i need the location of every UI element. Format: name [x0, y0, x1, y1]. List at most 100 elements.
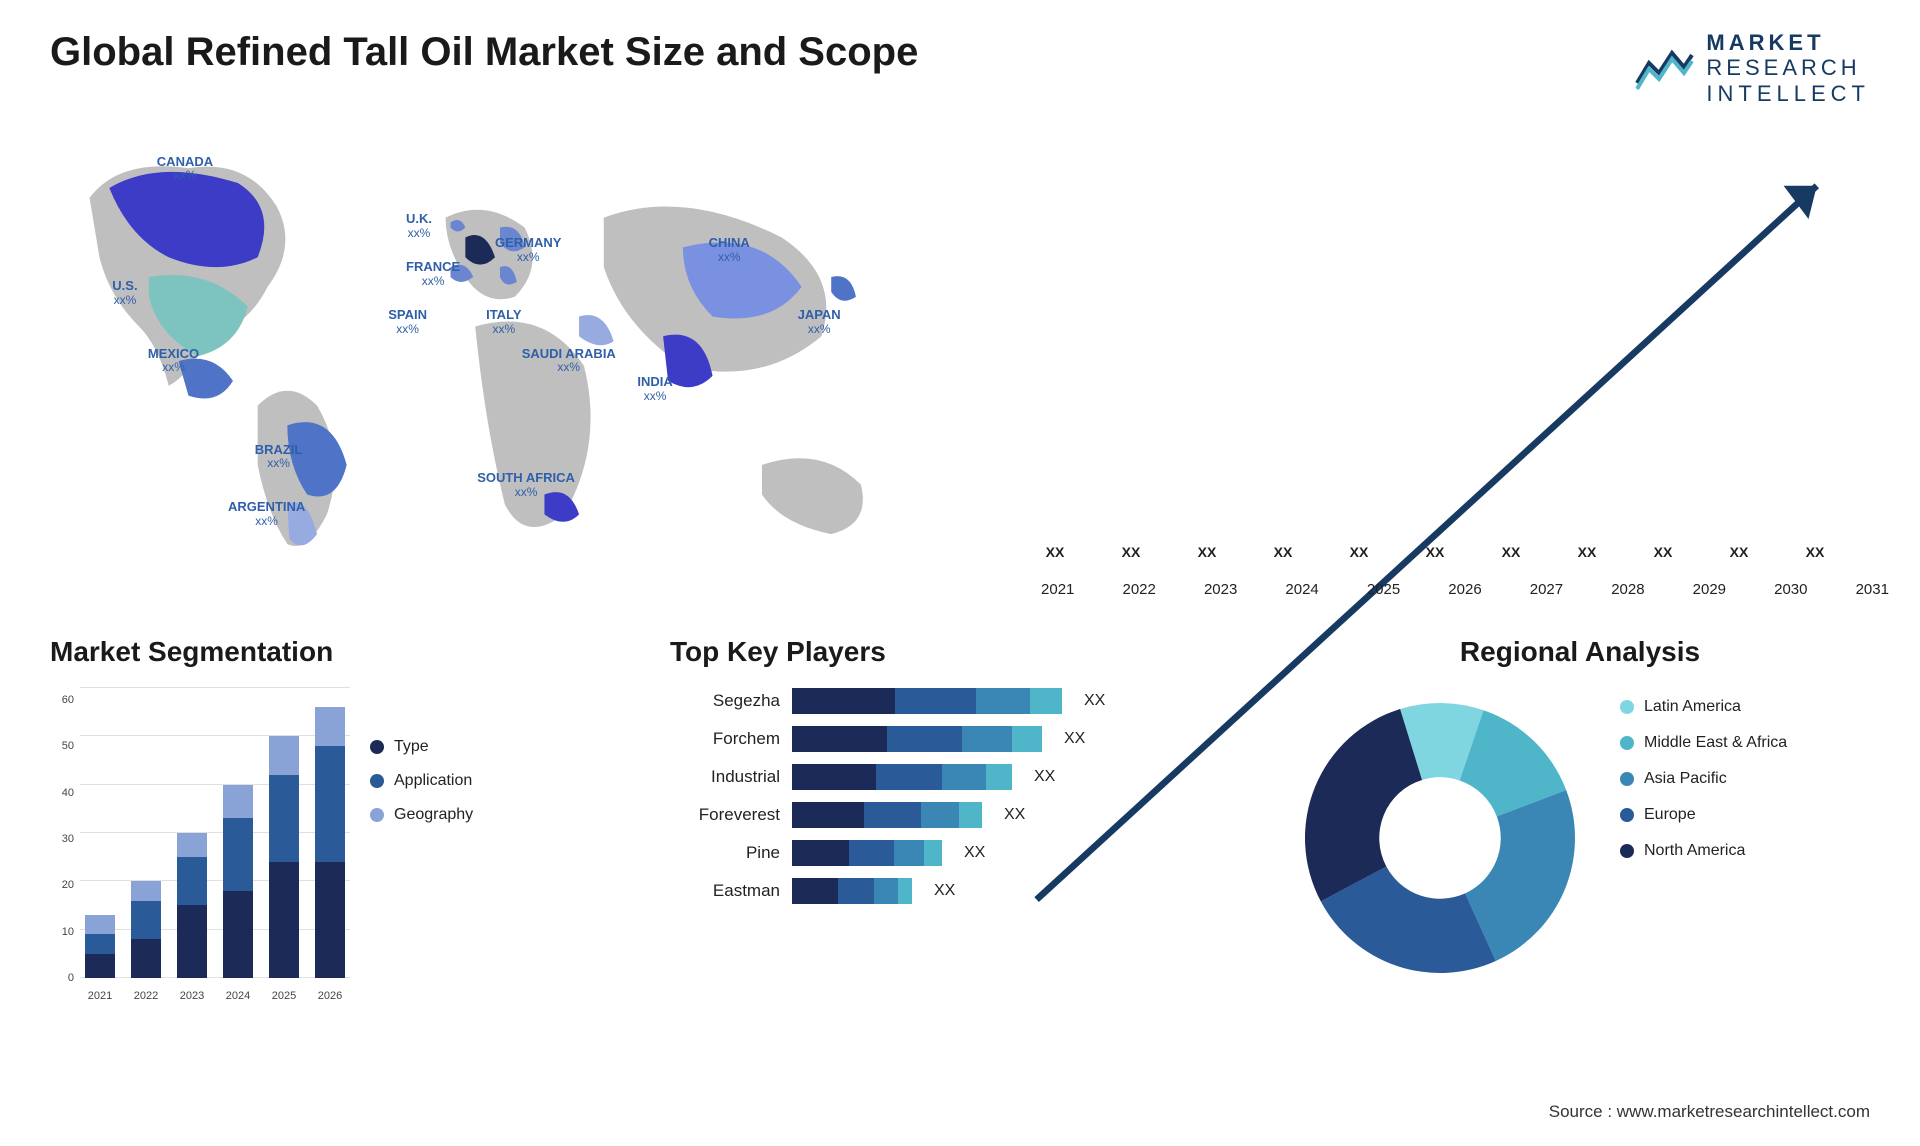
growth-year-label: 2023 — [1183, 581, 1258, 598]
map-label: SAUDI ARABIAxx% — [522, 347, 616, 374]
brand-line1: MARKET — [1706, 30, 1870, 55]
key-player-row: Forchem XX — [670, 726, 1250, 752]
map-label: GERMANYxx% — [495, 236, 561, 263]
map-label: CHINAxx% — [709, 236, 750, 263]
growth-bar: XX — [1400, 544, 1470, 566]
segmentation-bar — [218, 785, 258, 978]
map-label: U.S.xx% — [112, 279, 137, 306]
segmentation-bar — [264, 736, 304, 978]
key-players-panel: Top Key Players SegezhaXXForchemXXIndust… — [670, 636, 1250, 1056]
legend-item: Type — [370, 738, 473, 756]
growth-bar-label: XX — [1426, 544, 1445, 560]
growth-bar: XX — [1248, 544, 1318, 566]
growth-bar-label: XX — [1046, 544, 1065, 560]
growth-bar-label: XX — [1122, 544, 1141, 560]
legend-item: Europe — [1620, 806, 1787, 824]
key-player-row: Pine XX — [670, 840, 1250, 866]
legend-item: Geography — [370, 806, 473, 824]
donut-slice — [1305, 709, 1422, 901]
growth-bar-label: XX — [1578, 544, 1597, 560]
key-player-name: Industrial — [670, 767, 780, 787]
growth-year-label: 2028 — [1590, 581, 1665, 598]
map-label: JAPANxx% — [798, 308, 841, 335]
growth-year-label: 2022 — [1101, 581, 1176, 598]
map-label: ARGENTINAxx% — [228, 500, 305, 527]
growth-bar: XX — [1780, 544, 1850, 566]
key-player-name: Forchem — [670, 729, 780, 749]
legend-item: North America — [1620, 842, 1787, 860]
source-attribution: Source : www.marketresearchintellect.com — [1549, 1102, 1870, 1122]
segmentation-bar — [126, 881, 166, 978]
key-player-name: Eastman — [670, 881, 780, 901]
map-label: U.K.xx% — [406, 212, 432, 239]
legend-item: Application — [370, 772, 473, 790]
growth-bar-label: XX — [1806, 544, 1825, 560]
segmentation-legend: Type Application Geography — [370, 688, 473, 1056]
growth-year-label: 2029 — [1672, 581, 1747, 598]
segmentation-chart: 6050403020100 202120222023202420252026 — [50, 688, 350, 1008]
regional-donut-chart — [1290, 688, 1590, 988]
legend-item: Middle East & Africa — [1620, 734, 1787, 752]
key-players-title: Top Key Players — [670, 636, 1250, 668]
growth-year-label: 2031 — [1835, 581, 1910, 598]
growth-bar: XX — [1628, 544, 1698, 566]
map-label: CANADAxx% — [157, 155, 213, 182]
regional-title: Regional Analysis — [1290, 636, 1870, 668]
growth-bar: XX — [1324, 544, 1394, 566]
segmentation-panel: Market Segmentation 6050403020100 202120… — [50, 636, 630, 1056]
regional-legend: Latin America Middle East & Africa Asia Pa… — [1620, 688, 1787, 860]
growth-bar: XX — [1704, 544, 1774, 566]
segmentation-bar — [172, 833, 212, 978]
growth-year-label: 2026 — [1427, 581, 1502, 598]
growth-bar-label: XX — [1350, 544, 1369, 560]
key-player-value: XX — [1064, 730, 1085, 748]
map-label: SPAINxx% — [388, 308, 427, 335]
key-player-value: XX — [934, 882, 955, 900]
growth-bar-label: XX — [1198, 544, 1217, 560]
growth-bar-label: XX — [1654, 544, 1673, 560]
map-label: FRANCExx% — [406, 260, 460, 287]
growth-bar-label: XX — [1502, 544, 1521, 560]
growth-year-label: 2024 — [1264, 581, 1339, 598]
growth-bar: XX — [1096, 544, 1166, 566]
map-label: SOUTH AFRICAxx% — [477, 471, 575, 498]
page-title: Global Refined Tall Oil Market Size and … — [50, 30, 918, 75]
key-player-row: Eastman XX — [670, 878, 1250, 904]
growth-bar: XX — [1172, 544, 1242, 566]
key-player-name: Foreverest — [670, 805, 780, 825]
map-label: BRAZILxx% — [255, 443, 303, 470]
brand-line3: INTELLECT — [1706, 81, 1870, 106]
key-player-value: XX — [964, 844, 985, 862]
legend-item: Asia Pacific — [1620, 770, 1787, 788]
key-player-value: XX — [1034, 768, 1055, 786]
key-player-name: Pine — [670, 843, 780, 863]
growth-chart-panel: XX XX XX XX XX XX XX XX XX XX XX 2021 2022 2023 2024 2… — [980, 126, 1870, 606]
growth-year-label: 2027 — [1509, 581, 1584, 598]
key-player-value: XX — [1004, 806, 1025, 824]
key-player-value: XX — [1084, 692, 1105, 710]
growth-bar-label: XX — [1274, 544, 1293, 560]
key-player-row: Segezha XX — [670, 688, 1250, 714]
map-label: ITALYxx% — [486, 308, 521, 335]
growth-bar: XX — [1476, 544, 1546, 566]
legend-item: Latin America — [1620, 698, 1787, 716]
growth-bar: XX — [1020, 544, 1090, 566]
segmentation-title: Market Segmentation — [50, 636, 630, 668]
regional-panel: Regional Analysis Latin America Middle Ea… — [1290, 636, 1870, 1056]
map-label: INDIAxx% — [637, 375, 672, 402]
growth-bar: XX — [1552, 544, 1622, 566]
world-map-panel: CANADAxx% U.S.xx% MEXICOxx% BRAZILxx% ARGENT… — [50, 126, 940, 606]
growth-year-label: 2030 — [1753, 581, 1828, 598]
brand-line2: RESEARCH — [1706, 55, 1870, 80]
brand-icon — [1634, 43, 1694, 93]
growth-bar-label: XX — [1730, 544, 1749, 560]
growth-year-label: 2021 — [1020, 581, 1095, 598]
segmentation-bar — [80, 915, 120, 978]
key-player-row: Foreverest XX — [670, 802, 1250, 828]
key-player-name: Segezha — [670, 691, 780, 711]
growth-year-label: 2025 — [1346, 581, 1421, 598]
segmentation-bar — [310, 707, 350, 978]
map-label: MEXICOxx% — [148, 347, 199, 374]
key-player-row: Industrial XX — [670, 764, 1250, 790]
header: Global Refined Tall Oil Market Size and … — [50, 30, 1870, 106]
